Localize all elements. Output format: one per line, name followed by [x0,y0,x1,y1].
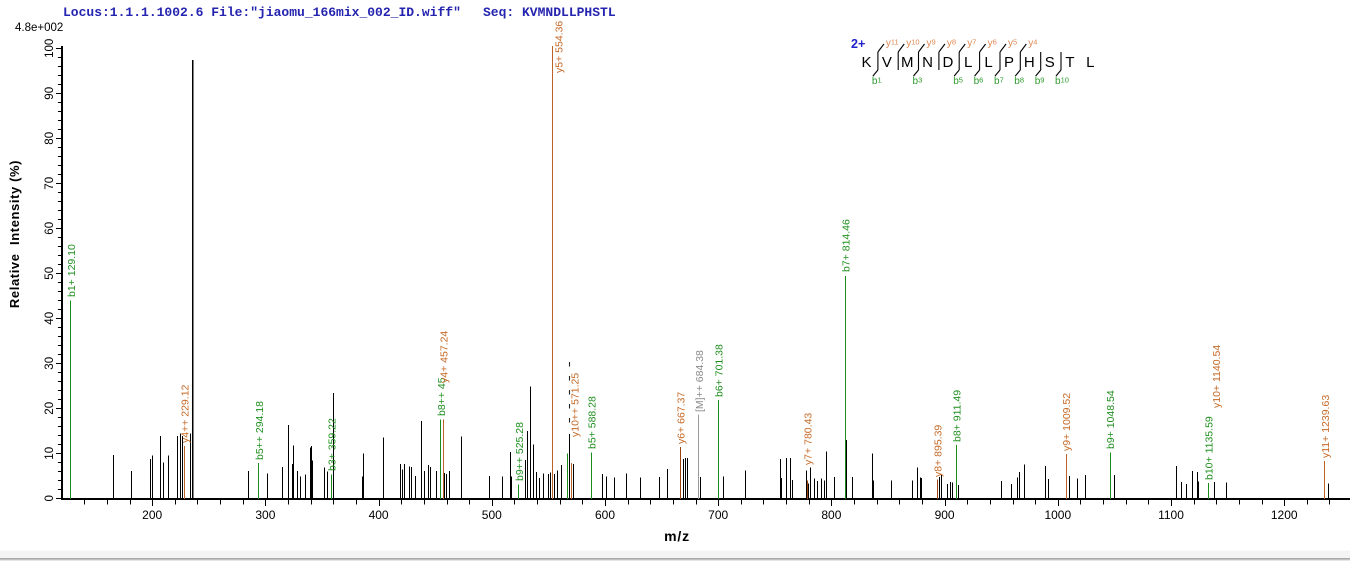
svg-text:L: L [984,54,992,71]
svg-text:L: L [964,54,972,71]
svg-text:b6: b6 [974,76,984,88]
svg-text:70: 70 [44,177,56,190]
svg-text:500: 500 [482,508,502,522]
svg-text:1000: 1000 [1044,508,1071,522]
svg-text:10: 10 [44,447,56,460]
svg-text:900: 900 [935,508,955,522]
svg-text:400: 400 [369,508,389,522]
svg-text:b9++ 525.28: b9++ 525.28 [514,422,526,481]
svg-text:1200: 1200 [1271,508,1298,522]
svg-text:y8: y8 [947,38,956,50]
svg-text:30: 30 [44,357,56,370]
svg-text:y11: y11 [886,38,899,50]
svg-text:b8+ 911.49: b8+ 911.49 [952,390,964,442]
svg-text:y11+ 1239.63: y11+ 1239.63 [1320,395,1332,458]
svg-text:P: P [1004,54,1014,71]
svg-text:600: 600 [595,508,615,522]
svg-text:b8: b8 [1014,76,1024,88]
svg-text:2+: 2+ [851,37,865,51]
svg-text:y6+ 667.37: y6+ 667.37 [676,392,688,444]
svg-text:b5+ 588.28: b5+ 588.28 [587,396,599,449]
svg-text:y6: y6 [988,38,997,50]
svg-text:b1: b1 [872,76,882,88]
svg-text:y10: y10 [906,38,919,50]
svg-text:y9+ 1009.52: y9+ 1009.52 [1061,393,1073,451]
svg-text:b5: b5 [953,76,963,88]
svg-text:Seq: KVMNDLLPHSTL: Seq: KVMNDLLPHSTL [483,5,616,20]
svg-text:90: 90 [44,87,56,100]
svg-text:[M]++ 684.38: [M]++ 684.38 [694,350,706,412]
svg-text:y9: y9 [927,38,936,50]
svg-text:M: M [901,54,914,71]
svg-text:T: T [1065,54,1074,71]
svg-text:b3: b3 [913,76,923,88]
svg-text:L: L [1086,54,1094,71]
svg-text:S: S [1045,54,1055,71]
svg-text:80: 80 [44,132,56,145]
svg-text:b5++ 294.18: b5++ 294.18 [254,401,266,460]
svg-text:0: 0 [44,495,56,501]
svg-text:y5+ 554.36: y5+ 554.36 [554,21,566,73]
svg-text:b10: b10 [1055,76,1069,88]
svg-text:20: 20 [44,402,56,415]
svg-text:1100: 1100 [1158,508,1184,522]
svg-text:y4++ 229.12: y4++ 229.12 [180,384,192,443]
svg-text:K: K [861,54,871,71]
svg-text:N: N [922,54,933,71]
svg-text:b8++ 45: b8++ 45 [436,377,448,416]
svg-text:b7+ 814.46: b7+ 814.46 [840,219,852,272]
svg-text:60: 60 [44,222,56,235]
svg-text:b7: b7 [994,76,1004,88]
svg-text:m/z: m/z [664,528,690,544]
svg-text:40: 40 [44,312,56,325]
svg-text:100: 100 [44,39,56,58]
svg-text:4.8e+002: 4.8e+002 [15,22,63,34]
svg-text:y10++ 571.25: y10++ 571.25 [570,373,582,437]
svg-text:700: 700 [708,508,728,522]
svg-text:y7+ 780.43: y7+ 780.43 [803,413,815,465]
svg-text:b9: b9 [1035,76,1045,88]
svg-text:Locus:1.1.1.1002.6 File:"jiaom: Locus:1.1.1.1002.6 File:"jiaomu_166mix_0… [63,5,461,20]
svg-text:y4: y4 [1028,38,1037,50]
svg-text:y7: y7 [967,38,976,50]
svg-text:y8+ 895.39: y8+ 895.39 [933,425,945,477]
svg-text:Relative Intensity (%): Relative Intensity (%) [7,160,22,308]
svg-text:50: 50 [44,267,56,280]
svg-text:200: 200 [142,508,162,522]
svg-text:b3+ 359.22: b3+ 359.22 [326,418,338,471]
svg-text:y5: y5 [1008,38,1017,50]
svg-text:D: D [942,54,953,71]
svg-text:300: 300 [255,508,275,522]
svg-text:b6+ 701.38: b6+ 701.38 [714,344,726,397]
svg-text:V: V [882,54,892,71]
svg-text:y10+ 1140.54: y10+ 1140.54 [1211,345,1223,408]
svg-text:H: H [1024,54,1035,71]
svg-text:y4+ 457.24: y4+ 457.24 [438,331,450,383]
svg-text:800: 800 [821,508,841,522]
svg-text:b10+ 1135.59: b10+ 1135.59 [1204,416,1216,480]
svg-text:b9+ 1048.54: b9+ 1048.54 [1105,390,1117,449]
svg-text:b1+ 129.10: b1+ 129.10 [66,244,78,297]
